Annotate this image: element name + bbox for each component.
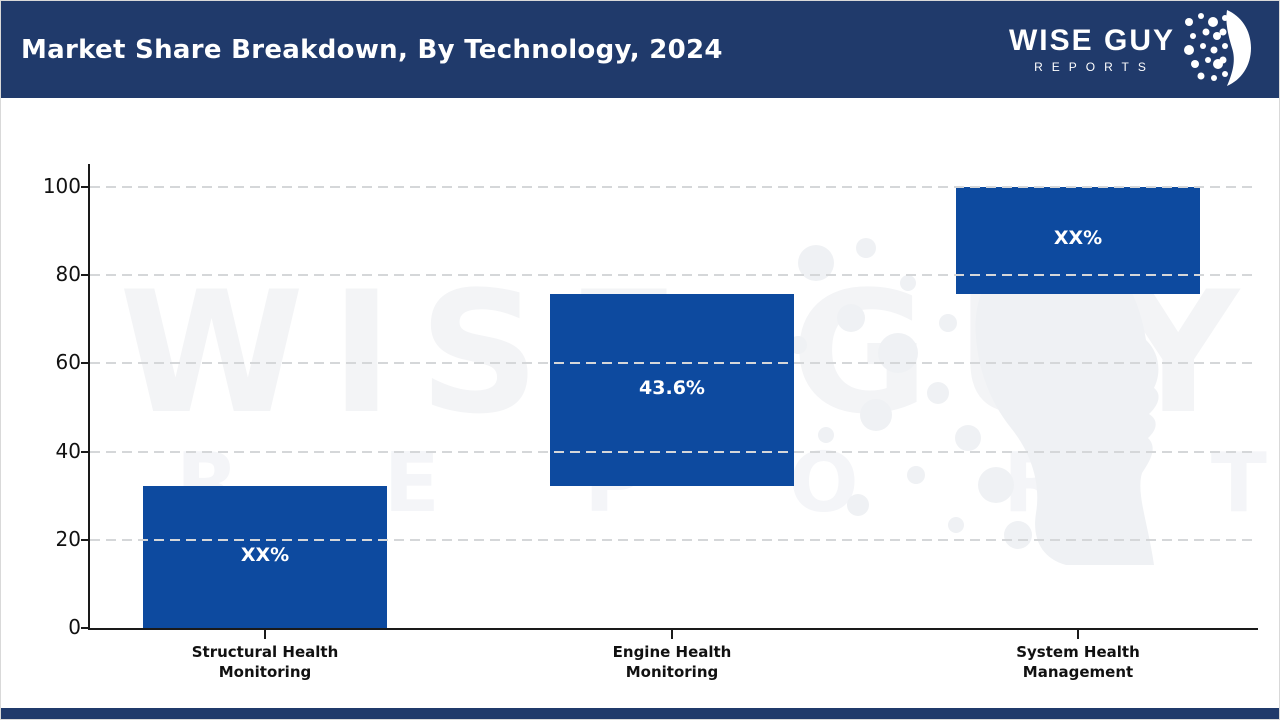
y-tick-mark-0 [81,627,90,629]
y-tick-label-80: 80 [55,262,81,287]
y-tick-mark-60 [81,362,90,365]
x-tick-label-engine-health-monitoring: Engine Health Monitoring [612,643,732,681]
x-tick-label-system-health-management: System Health Management [1016,643,1140,681]
grid-line-100 [90,185,1256,188]
bar-engine-health-monitoring [550,293,794,486]
bar-value-label-engine-health-monitoring: 43.6% [639,376,705,399]
page-title: Market Share Breakdown, By Technology, 2… [21,34,723,65]
y-tick-mark-40 [81,450,90,453]
y-tick-mark-100 [81,185,90,188]
logo-face-icon [1181,8,1253,92]
bar-value-label-structural-health-monitoring: XX% [240,543,290,566]
y-tick-label-40: 40 [55,438,81,463]
y-tick-mark-20 [81,538,90,541]
footer-bar [1,708,1279,719]
y-tick-mark-80 [81,274,90,277]
grid-line-80 [90,274,1256,277]
grid-line-20 [90,538,1256,541]
x-tick-label-structural-health-monitoring: Structural Health Monitoring [191,643,339,681]
y-tick-label-100: 100 [42,173,81,198]
y-tick-label-60: 60 [55,350,81,375]
y-tick-label-0: 0 [68,615,81,639]
grid-line-60 [90,362,1256,365]
bar-value-label-system-health-management: XX% [1053,227,1103,250]
y-axis-line [88,164,90,630]
wise-guy-reports-logo: WISE GUY REPORTS [1009,8,1253,92]
y-tick-label-20: 20 [55,526,81,551]
bar-structural-health-monitoring [143,485,387,628]
x-tick-mark-structural-health-monitoring [264,630,266,639]
grid-line-40 [90,450,1256,453]
x-axis-line [88,628,1258,630]
logo-wordmark: WISE GUY [1008,23,1175,57]
x-tick-mark-engine-health-monitoring [671,630,673,639]
logo-text: WISE GUY REPORTS [1008,23,1175,74]
logo-subtitle: REPORTS [1034,59,1155,74]
x-tick-mark-system-health-management [1077,630,1079,639]
header-bar: Market Share Breakdown, By Technology, 2… [1,1,1279,98]
